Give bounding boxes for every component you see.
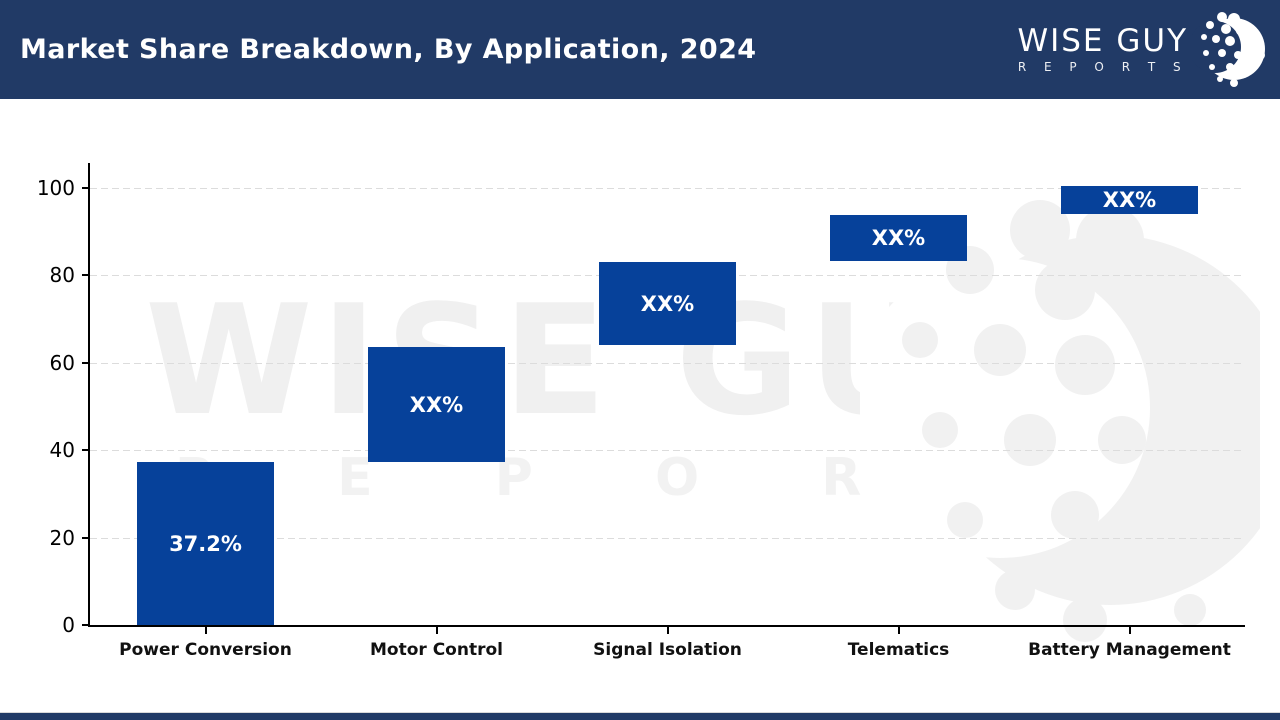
gridline bbox=[90, 450, 1245, 451]
gridline bbox=[90, 187, 1245, 189]
y-tick-label: 40 bbox=[49, 438, 75, 462]
footer-divider bbox=[0, 712, 1280, 713]
x-axis-tick bbox=[204, 627, 207, 634]
bar-value-label: XX% bbox=[409, 392, 464, 417]
y-axis-line bbox=[88, 163, 90, 627]
logo-subtext: R E P O R T S bbox=[1017, 60, 1188, 74]
gridline bbox=[90, 537, 1245, 539]
y-axis-tick bbox=[82, 449, 90, 451]
y-axis-tick bbox=[82, 536, 90, 539]
y-tick-label: 20 bbox=[49, 525, 75, 550]
bar-value-label: XX% bbox=[871, 226, 926, 251]
logo-face-icon bbox=[1192, 11, 1265, 87]
logo-wordmark: WISE GUY bbox=[1017, 23, 1188, 59]
bar-value-label: XX% bbox=[1102, 187, 1157, 212]
footer-bar bbox=[0, 713, 1280, 720]
y-tick-label: 0 bbox=[62, 613, 75, 637]
x-category-label: Motor Control bbox=[370, 640, 503, 660]
logo-wordmark-block: WISE GUY R E P O R T S bbox=[1017, 25, 1188, 74]
y-tick-label: 80 bbox=[49, 263, 75, 287]
gridline bbox=[90, 362, 1245, 364]
page-title: Market Share Breakdown, By Application, … bbox=[20, 34, 757, 65]
x-axis-tick bbox=[435, 627, 438, 634]
bar-motor-control[interactable]: XX% bbox=[368, 346, 505, 463]
bar-telematics[interactable]: XX% bbox=[830, 215, 967, 261]
bar-signal-isolation[interactable]: XX% bbox=[599, 261, 736, 346]
x-axis-tick bbox=[666, 627, 669, 634]
bar-value-label: XX% bbox=[640, 291, 695, 316]
y-tick-label: 60 bbox=[49, 350, 75, 375]
bar-value-label: 37.2% bbox=[169, 531, 242, 556]
bar-battery-management[interactable]: XX% bbox=[1061, 186, 1198, 214]
x-axis-tick bbox=[1128, 627, 1131, 634]
y-axis-tick bbox=[82, 624, 90, 626]
y-axis-tick bbox=[82, 361, 90, 364]
x-category-label: Signal Isolation bbox=[593, 640, 742, 660]
y-axis-tick bbox=[82, 274, 90, 276]
bar-power-conversion[interactable]: 37.2% bbox=[137, 462, 274, 625]
header-bar: Market Share Breakdown, By Application, … bbox=[0, 0, 1280, 99]
y-axis-tick bbox=[82, 186, 90, 189]
brand-logo: WISE GUY R E P O R T S bbox=[1017, 9, 1266, 91]
x-axis-tick bbox=[897, 627, 900, 634]
x-category-label: Battery Management bbox=[1028, 640, 1231, 660]
x-category-label: Power Conversion bbox=[119, 640, 292, 660]
x-axis-line bbox=[88, 625, 1245, 627]
x-category-label: Telematics bbox=[847, 640, 950, 660]
y-tick-label: 100 bbox=[36, 175, 75, 200]
